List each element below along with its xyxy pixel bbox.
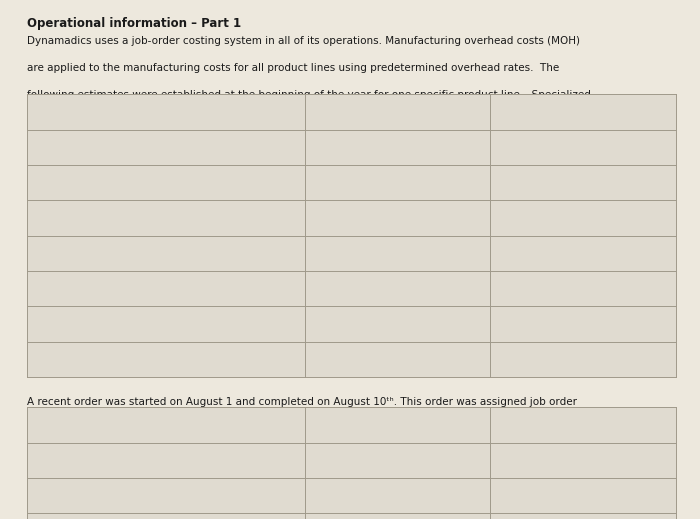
Text: $430,500: $430,500 xyxy=(620,314,670,324)
Text: Direct labour hours: Direct labour hours xyxy=(32,208,133,218)
Text: are applied to the manufacturing costs for all product lines using predetermined: are applied to the manufacturing costs f… xyxy=(27,63,559,73)
Text: Moulding: Moulding xyxy=(373,138,421,147)
Text: $513,000: $513,000 xyxy=(435,279,484,289)
Text: Moulding: Moulding xyxy=(373,450,421,460)
Text: $731,850: $731,850 xyxy=(620,349,670,359)
Text: Machine hours: Machine hours xyxy=(32,243,108,253)
Text: Dynamadics uses a job-order costing system in all of its operations. Manufacturi: Dynamadics uses a job-order costing syst… xyxy=(27,36,580,46)
Text: number 220 and included 50 specialized purses made from high quality leather req: number 220 and included 50 specialized p… xyxy=(27,424,564,433)
Text: Detailing: Detailing xyxy=(559,450,606,460)
Text: Machine hours: Machine hours xyxy=(359,173,435,183)
Text: 110: 110 xyxy=(650,486,670,496)
Text: Detailing: Detailing xyxy=(559,138,606,147)
Text: $649,700: $649,700 xyxy=(435,349,484,359)
Text: purses.: purses. xyxy=(27,117,65,127)
Text: 61,500: 61,500 xyxy=(634,208,670,218)
Text: Division: Division xyxy=(469,415,511,425)
Text: detailing which is unique to each purse. The company’s cost records are presente: detailing which is unique to each purse.… xyxy=(27,450,589,460)
Text: Direct labour hours: Direct labour hours xyxy=(32,486,133,496)
Text: Cost Driver (for PDOHR): Cost Driver (for PDOHR) xyxy=(32,173,158,183)
Text: A recent order was started on August 1 and completed on August 10ᵗʰ. This order : A recent order was started on August 1 a… xyxy=(27,397,577,406)
Text: Direct materials cost: Direct materials cost xyxy=(32,279,141,289)
Text: Direct labour cost: Direct labour cost xyxy=(536,173,629,183)
Text: 20: 20 xyxy=(471,486,484,496)
Text: following estimates were established at the beginning of the year for one specif: following estimates were established at … xyxy=(27,90,591,100)
Text: $127,500: $127,500 xyxy=(435,314,484,324)
Text: 73,000: 73,000 xyxy=(448,243,484,253)
Text: 8,300: 8,300 xyxy=(640,243,670,253)
Text: $653,000: $653,000 xyxy=(620,279,670,289)
Text: Division: Division xyxy=(469,102,511,112)
Text: 12,750: 12,750 xyxy=(448,208,484,218)
Text: Direct labour cost: Direct labour cost xyxy=(32,314,125,324)
Text: Operational information – Part 1: Operational information – Part 1 xyxy=(27,17,241,30)
Text: Manufacturing overhead cost: Manufacturing overhead cost xyxy=(32,349,186,359)
